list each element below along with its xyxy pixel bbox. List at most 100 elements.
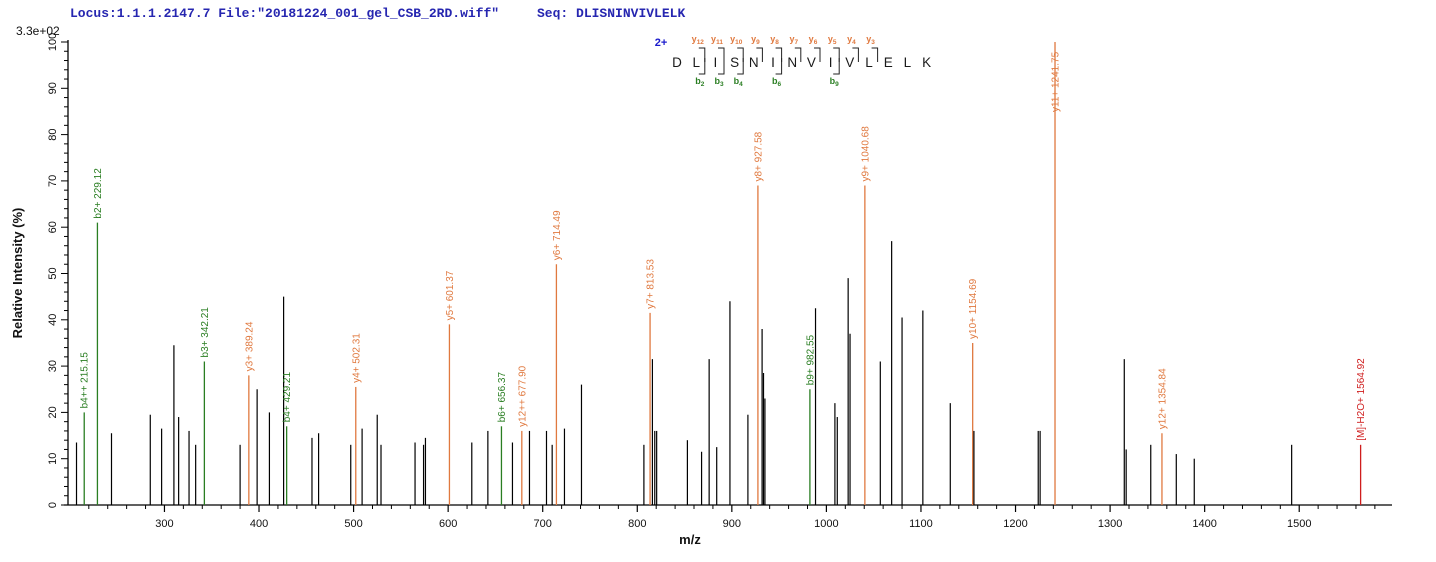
x-tick-label: 400 — [250, 518, 268, 530]
ion-label-group: y12++ 677.90 — [517, 365, 528, 427]
ion-peak-label: [M]-H2O+ 1564.92 — [1356, 358, 1367, 441]
residue-letter: N — [787, 55, 797, 70]
y-fragment-label: y7 — [789, 34, 798, 46]
ion-label-group: b6+ 656.37 — [497, 372, 508, 423]
ion-label-group: b4+ 429.21 — [282, 372, 293, 423]
header: Locus:1.1.1.2147.7 File:"20181224_001_ge… — [0, 6, 1436, 26]
ion-peak-label: b4+ 429.21 — [282, 372, 293, 423]
ion-peak-label: b9+ 982.55 — [805, 334, 816, 385]
x-tick-label: 900 — [723, 518, 741, 530]
y-axis-title: Relative Intensity (%) — [10, 208, 25, 339]
ion-label-group: y4+ 502.31 — [351, 333, 362, 383]
residue-letter: V — [845, 55, 854, 70]
ion-label-group: b4++ 215.15 — [80, 352, 91, 409]
ion-peak-label: y3+ 389.24 — [244, 321, 255, 371]
y-fragment-label: y9 — [751, 34, 760, 46]
x-tick-label: 800 — [628, 518, 646, 530]
x-tick-label: 1000 — [814, 518, 838, 530]
ion-label-group: y12+ 1354.84 — [1157, 368, 1168, 429]
y-tick-label: 100 — [47, 33, 59, 51]
ion-label-group: y8+ 927.58 — [753, 131, 764, 181]
y-fragment-label: y12 — [692, 34, 705, 46]
x-axis-title: m/z — [679, 532, 701, 547]
residue-letter: D — [672, 55, 682, 70]
y-fragment-cut-mark — [775, 47, 783, 62]
b-fragment-label: b2 — [695, 76, 705, 88]
ion-peak-label: b4++ 215.15 — [80, 352, 91, 409]
y-fragment-cut-mark — [833, 47, 840, 62]
x-tick-label: 1200 — [1003, 518, 1027, 530]
x-tick-label: 1100 — [909, 518, 933, 530]
y-fragment-label: y3 — [866, 34, 875, 46]
precursor-charge-label: 2+ — [655, 37, 668, 49]
b-fragment-cut-mark — [737, 58, 744, 75]
ion-peak-label: y10+ 1154.69 — [968, 278, 979, 339]
residue-letter: I — [714, 55, 718, 70]
ion-peak-label: y7+ 813.53 — [646, 259, 657, 309]
b-fragment-label: b4 — [734, 76, 744, 88]
x-tick-label: 600 — [439, 518, 457, 530]
y-tick-label: 0 — [47, 502, 59, 508]
y-fragment-cut-mark — [718, 47, 725, 62]
y-fragment-cut-mark — [852, 47, 859, 62]
y-fragment-cut-mark — [698, 47, 706, 62]
residue-letter: E — [884, 55, 893, 70]
y-tick-label: 80 — [47, 128, 59, 140]
residue-letter: K — [922, 55, 931, 70]
y-fragment-label: y4 — [847, 34, 856, 46]
y-fragment-cut-mark — [814, 47, 821, 62]
x-tick-label: 700 — [534, 518, 552, 530]
ion-label-group: y10+ 1154.69 — [968, 278, 979, 339]
ion-peak-label: y12++ 677.90 — [517, 365, 528, 427]
residue-letter: I — [829, 55, 833, 70]
ion-label-group: b9+ 982.55 — [805, 334, 816, 385]
ion-peak-label: y11+ 1241.75 — [1051, 51, 1062, 112]
seq-value: DLISNINVIVLELK — [576, 6, 686, 21]
y-fragment-label: y5 — [828, 34, 837, 46]
y-fragment-cut-mark — [794, 47, 802, 62]
b-fragment-cut-mark — [833, 58, 840, 75]
x-tick-label: 1500 — [1287, 518, 1311, 530]
residue-letter: L — [904, 55, 912, 70]
b-fragment-cut-mark — [775, 58, 783, 75]
y-tick-label: 30 — [47, 360, 59, 372]
ion-label-group: y11+ 1241.75 — [1051, 51, 1062, 112]
ion-label-group: [M]-H2O+ 1564.92 — [1356, 358, 1367, 441]
y-fragment-cut-mark — [737, 47, 744, 62]
ion-peak-label: y12+ 1354.84 — [1157, 368, 1168, 429]
b-fragment-cut-mark — [718, 58, 725, 75]
b-fragment-label: b3 — [714, 76, 724, 88]
ion-peak-label: b3+ 342.21 — [200, 307, 211, 358]
ion-label-group: y6+ 714.49 — [552, 210, 563, 260]
ion-peak-label: y9+ 1040.68 — [860, 126, 871, 182]
ion-peak-label: b2+ 229.12 — [93, 168, 104, 219]
y-fragment-label: y6 — [809, 34, 818, 46]
ion-label-group: y7+ 813.53 — [646, 259, 657, 309]
y-fragment-label: y11 — [711, 34, 723, 46]
y-tick-label: 70 — [47, 175, 59, 187]
residue-letter: I — [771, 55, 775, 70]
residue-letter: L — [692, 55, 700, 70]
residue-letter: L — [865, 55, 873, 70]
residue-letter: V — [807, 55, 816, 70]
sequence-header: Seq: DLISNINVIVLELK — [537, 6, 685, 21]
y-tick-label: 20 — [47, 406, 59, 418]
b-fragment-cut-mark — [698, 58, 706, 75]
locus-file-label: Locus:1.1.1.2147.7 File:"20181224_001_ge… — [70, 6, 500, 21]
ion-label-group: y5+ 601.37 — [445, 270, 456, 320]
intensity-scale-label: 3.3e+02 — [16, 24, 60, 38]
ion-label-group: y9+ 1040.68 — [860, 126, 871, 182]
ion-peak-label: y8+ 927.58 — [753, 131, 764, 181]
ion-peak-label: y4+ 502.31 — [351, 333, 362, 383]
ion-label-group: y3+ 389.24 — [244, 321, 255, 371]
ion-peak-label: b6+ 656.37 — [497, 372, 508, 423]
ion-peak-label: y5+ 601.37 — [445, 270, 456, 320]
y-tick-label: 90 — [47, 82, 59, 94]
y-tick-label: 60 — [47, 221, 59, 233]
y-fragment-label: y8 — [770, 34, 779, 46]
x-tick-label: 500 — [344, 518, 362, 530]
x-tick-label: 1300 — [1098, 518, 1122, 530]
b-fragment-label: b6 — [772, 76, 782, 88]
y-fragment-cut-mark — [756, 47, 763, 62]
